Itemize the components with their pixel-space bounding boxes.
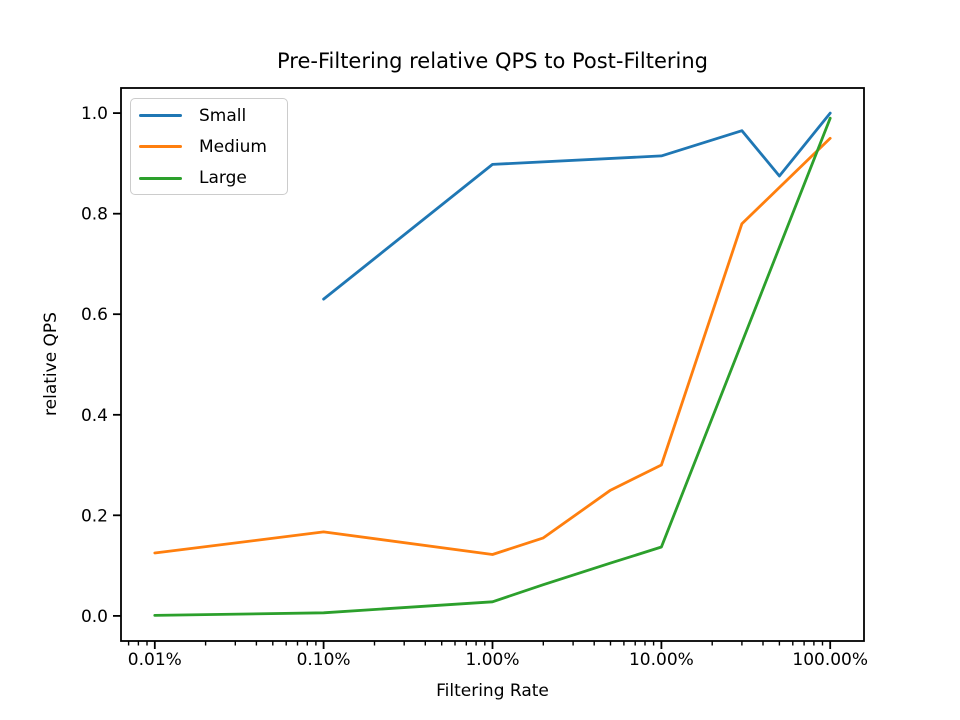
x-tick-label: 0.10% xyxy=(297,650,351,670)
legend-item-large: Large xyxy=(139,163,287,194)
x-axis-label: Filtering Rate xyxy=(436,681,549,701)
y-tick-label: 0.8 xyxy=(81,205,108,225)
x-tick-label: 1.00% xyxy=(465,650,519,670)
legend-label: Small xyxy=(199,105,247,126)
legend-line-sample xyxy=(139,145,182,149)
series-line-large xyxy=(153,116,832,617)
legend-label: Large xyxy=(199,168,247,189)
y-tick-label: 0.4 xyxy=(81,406,108,426)
series-line-small xyxy=(322,111,832,301)
x-tick-label: 100.00% xyxy=(792,650,868,670)
legend: Small Medium Large xyxy=(130,98,288,195)
legend-item-small: Small xyxy=(139,100,287,131)
y-tick-label: 0.0 xyxy=(81,607,108,627)
x-tick-label: 10.00% xyxy=(629,650,694,670)
legend-line-sample xyxy=(139,114,182,118)
chart-title: Pre-Filtering relative QPS to Post-Filte… xyxy=(277,49,708,73)
y-tick-label: 0.6 xyxy=(81,305,108,325)
y-tick-label: 0.2 xyxy=(81,506,108,526)
y-tick-label: 1.0 xyxy=(81,104,108,124)
legend-label: Medium xyxy=(199,136,267,157)
legend-item-medium: Medium xyxy=(139,131,287,162)
legend-line-sample xyxy=(139,176,182,180)
x-tick-label: 0.01% xyxy=(128,650,182,670)
series-line-medium xyxy=(153,136,832,556)
